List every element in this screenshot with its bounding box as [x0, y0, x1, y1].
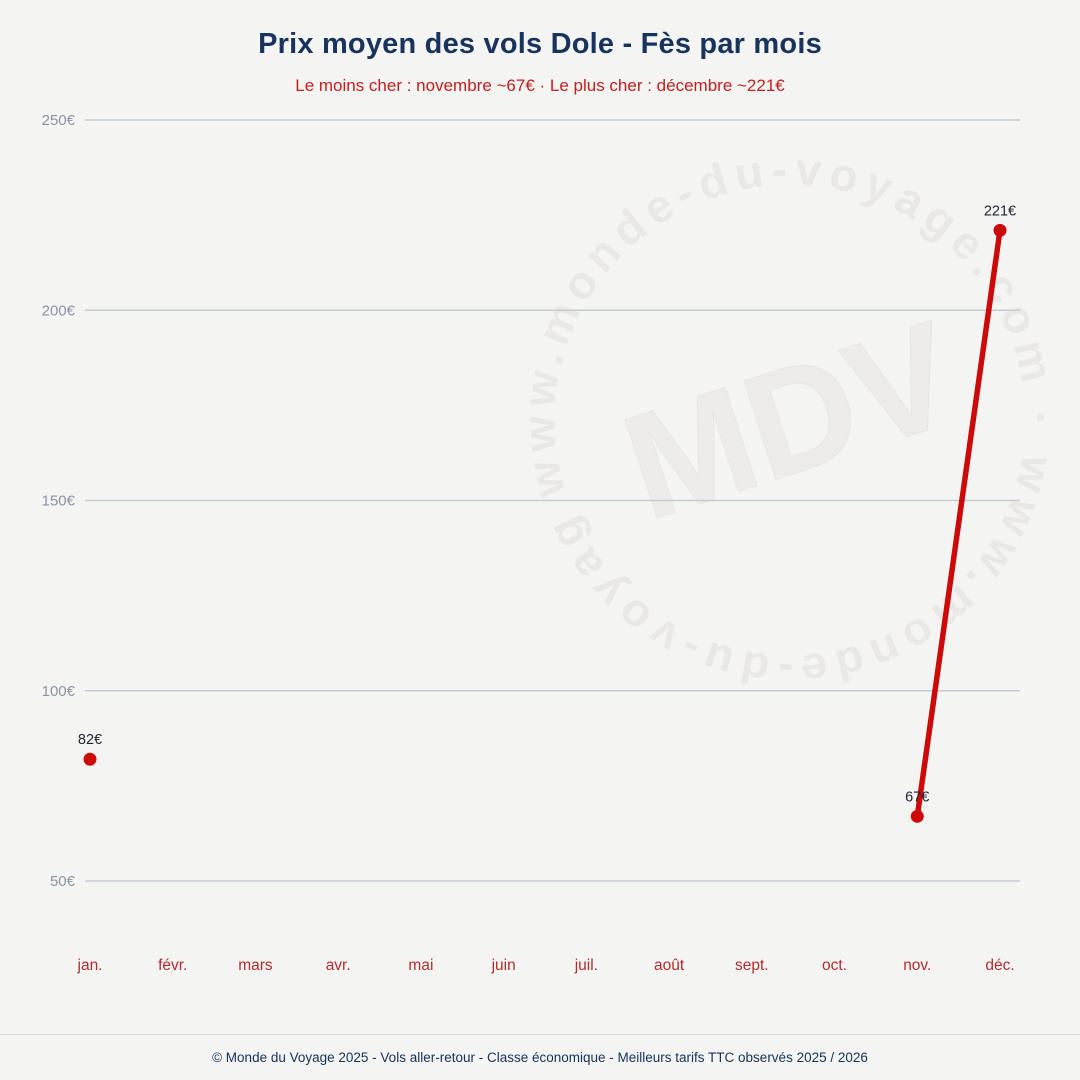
- point-label: 82€: [78, 732, 102, 748]
- footer: © Monde du Voyage 2025 - Vols aller-reto…: [0, 1034, 1080, 1080]
- x-tick-label: déc.: [985, 957, 1014, 974]
- x-tick-label: août: [654, 957, 685, 974]
- chart-subtitle: Le moins cher : novembre ~67€ · Le plus …: [295, 76, 785, 95]
- data-point: [83, 752, 97, 766]
- footer-text: © Monde du Voyage 2025 - Vols aller-reto…: [212, 1050, 868, 1065]
- data-point: [993, 223, 1007, 237]
- y-tick-label: 150€: [42, 493, 76, 510]
- point-labels-layer: 82€ 67€ 221€: [78, 203, 1016, 805]
- y-tick-label: 250€: [42, 112, 76, 129]
- x-tick-label: nov.: [903, 957, 931, 974]
- x-axis-labels-layer: jan. févr. mars avr. mai juin juil. août sept. oc…: [77, 957, 1015, 974]
- x-tick-label: sept.: [735, 957, 769, 974]
- watermark-center-text: MDV: [606, 289, 975, 552]
- point-label: 221€: [984, 203, 1016, 219]
- x-tick-label: avr.: [326, 957, 351, 974]
- y-tick-label: 200€: [42, 302, 76, 319]
- line-segment: [914, 227, 1003, 820]
- x-tick-label: juil.: [574, 957, 598, 974]
- x-tick-label: juin: [491, 957, 516, 974]
- y-axis-labels-layer: 250€ 200€ 150€ 100€ 50€: [42, 112, 76, 890]
- chart-title: Prix moyen des vols Dole - Fès par mois: [258, 28, 822, 60]
- x-tick-label: mai: [408, 957, 433, 974]
- y-tick-label: 50€: [50, 873, 76, 890]
- data-point: [910, 809, 924, 823]
- y-tick-label: 100€: [42, 683, 76, 700]
- gridlines-layer: [85, 119, 1020, 882]
- point-label: 67€: [905, 789, 929, 805]
- x-tick-label: jan.: [77, 957, 103, 974]
- x-tick-label: févr.: [158, 957, 187, 974]
- series-layer: [83, 223, 1007, 823]
- x-tick-label: mars: [238, 957, 273, 974]
- x-tick-label: oct.: [822, 957, 847, 974]
